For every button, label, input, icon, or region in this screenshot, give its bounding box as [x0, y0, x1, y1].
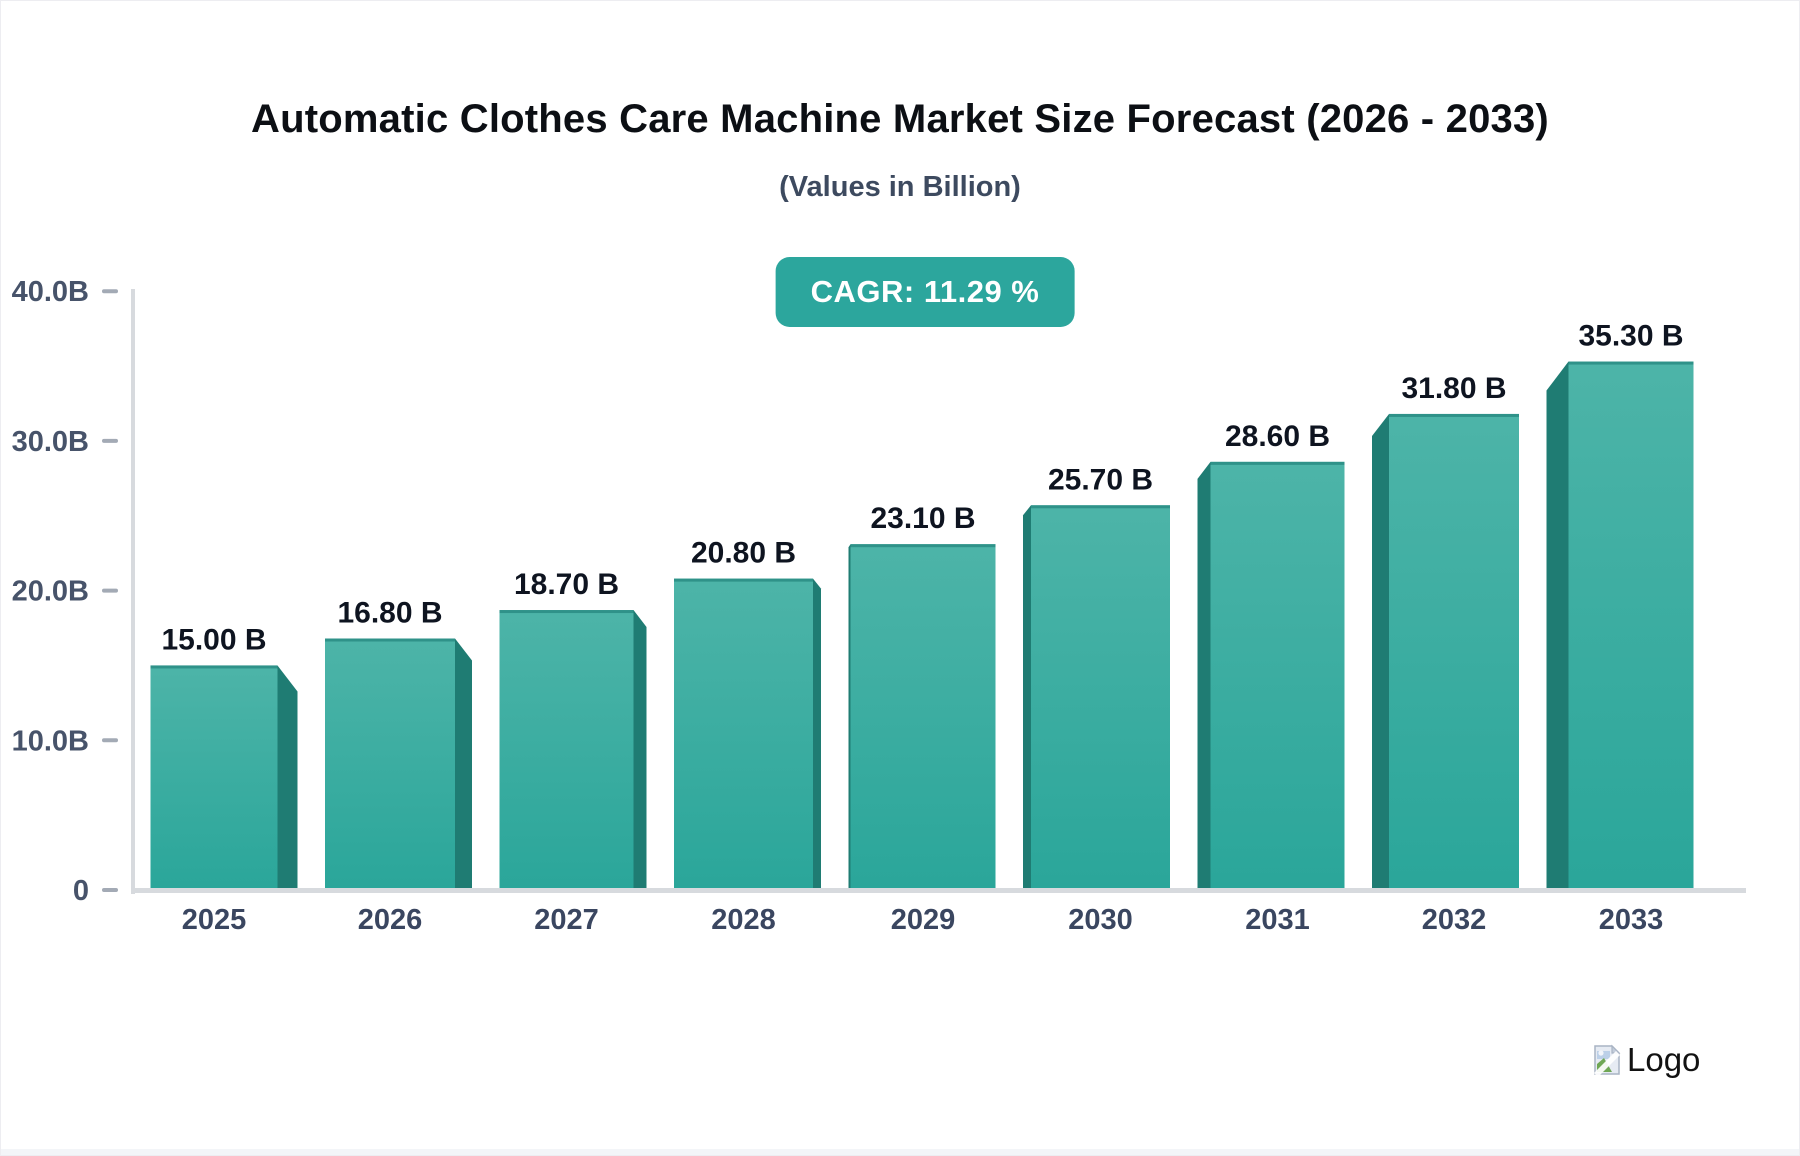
logo-text: Logo	[1627, 1041, 1701, 1078]
bar-column-2033: 35.30 B 2033	[1546, 320, 1694, 936]
chart-subtitle: (Values in Billion)	[779, 171, 1021, 203]
x-axis-label: 2030	[1068, 904, 1133, 936]
bar-side	[277, 665, 298, 890]
bar-value-label: 25.70 B	[1048, 463, 1153, 496]
bar-column-2032: 31.80 B 2032	[1372, 372, 1519, 936]
y-axis-tick	[102, 588, 118, 593]
bar-column-2030: 25.70 B 2030	[1023, 463, 1170, 936]
bottom-strip	[1, 1149, 1799, 1155]
x-axis-label: 2033	[1599, 904, 1664, 936]
y-axis-tick-label: 40.0B	[12, 276, 89, 308]
bar-column-2028: 20.80 B 2028	[674, 537, 821, 936]
bar-face	[1568, 361, 1694, 891]
x-axis-label: 2025	[182, 904, 247, 936]
x-axis-label: 2027	[534, 904, 599, 936]
chart-title: Automatic Clothes Care Machine Market Si…	[251, 97, 1549, 141]
bar-face	[1389, 413, 1519, 890]
bar-top-edge	[1568, 361, 1694, 365]
bar-column-2031: 28.60 B 2031	[1197, 420, 1345, 936]
y-axis-tick-label: 30.0B	[12, 426, 89, 458]
bar-face	[1031, 505, 1170, 890]
bar-value-label: 28.60 B	[1225, 420, 1330, 453]
bar-column-2025: 15.00 B 2025	[150, 623, 298, 936]
bar-column-2027: 18.70 B 2027	[499, 568, 647, 936]
x-axis-label: 2029	[891, 904, 956, 936]
bar-face	[325, 638, 455, 890]
bar-face	[150, 665, 278, 890]
bar-side	[455, 638, 472, 890]
y-axis-tick	[102, 289, 118, 294]
x-axis-label: 2032	[1422, 904, 1487, 936]
bar-side	[633, 610, 647, 890]
bar-top-edge	[674, 578, 813, 582]
bar-side	[848, 544, 851, 890]
bar-value-label: 23.10 B	[870, 502, 975, 535]
x-axis-line	[131, 888, 1746, 893]
bar-top-edge	[150, 665, 278, 669]
bar-column-2026: 16.80 B 2026	[325, 597, 472, 936]
cagr-badge-label: CAGR: 11.29 %	[810, 274, 1040, 309]
bar-value-label: 31.80 B	[1401, 372, 1506, 405]
x-axis-label: 2028	[711, 904, 776, 936]
bar-top-edge	[325, 638, 455, 642]
bar-face	[1210, 461, 1345, 890]
x-axis-label: 2031	[1245, 904, 1310, 936]
bar-value-label: 15.00 B	[161, 623, 266, 656]
y-axis-tick-label: 0	[73, 875, 89, 907]
bar-top-edge	[1031, 505, 1170, 509]
bar-side	[1372, 413, 1389, 890]
bar-top-edge	[850, 544, 996, 548]
bar-value-label: 18.70 B	[514, 568, 619, 601]
bar-value-label: 20.80 B	[691, 537, 796, 570]
bar-value-label: 16.80 B	[337, 597, 442, 630]
bar-side	[1197, 461, 1211, 890]
y-axis-tick	[102, 738, 118, 743]
x-axis-label: 2026	[358, 904, 423, 936]
y-axis-tick-label: 10.0B	[12, 725, 89, 757]
logo: Logo	[1589, 1041, 1700, 1079]
bar-face	[850, 544, 996, 890]
bar-column-2029: 23.10 B 2029	[848, 502, 996, 936]
bar-top-edge	[1210, 461, 1345, 465]
y-axis-line	[131, 289, 135, 894]
bar-top-edge	[499, 610, 634, 614]
plot-area: 0 10.0B 20.0B 30.0B 40.0B 15.00 B 2025 16.80 B 2…	[12, 276, 1746, 936]
bar-face	[499, 610, 634, 890]
bar-side	[813, 578, 821, 890]
broken-image-icon	[1594, 1044, 1621, 1077]
y-axis-tick-label: 20.0B	[12, 576, 89, 608]
bar-face	[674, 578, 813, 890]
y-axis-tick	[102, 438, 118, 443]
bar-value-label: 35.30 B	[1578, 320, 1683, 353]
bar-side	[1023, 505, 1031, 890]
y-axis-tick	[102, 888, 118, 892]
cagr-badge: CAGR: 11.29 %	[775, 257, 1075, 327]
bar-side	[1546, 361, 1569, 891]
bar-top-edge	[1389, 413, 1519, 417]
